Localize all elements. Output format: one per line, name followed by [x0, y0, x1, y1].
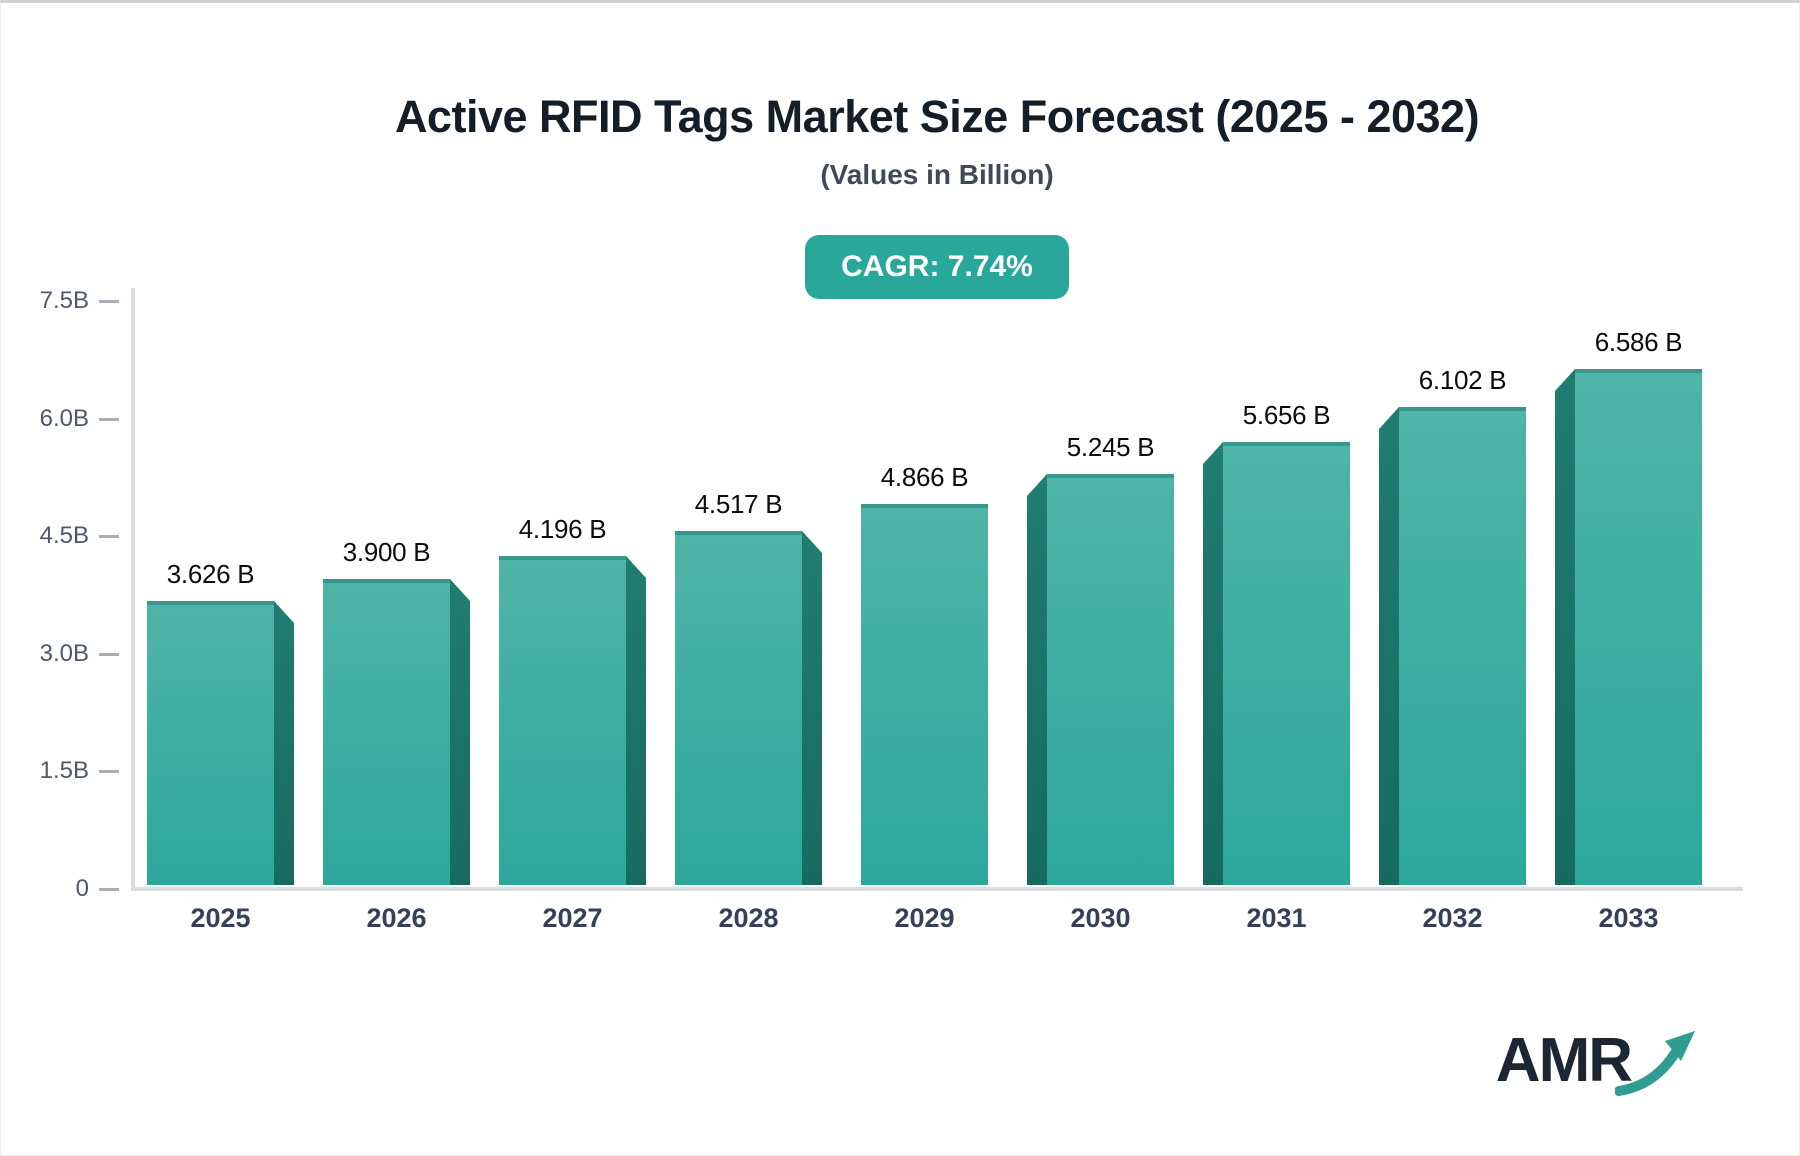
x-axis-year-label: 2028	[718, 903, 779, 933]
bar-value-label: 5.245 B	[1066, 432, 1155, 462]
y-tick-mark	[99, 888, 119, 891]
bar	[499, 556, 646, 885]
y-tick-label: 6.0B	[39, 404, 89, 432]
bar-face	[675, 531, 802, 885]
bar	[147, 601, 294, 885]
x-axis-year-label: 2031	[1246, 903, 1307, 933]
x-axis-year-label: 2027	[542, 903, 603, 933]
bar-group: 6.102 B 2032	[1379, 365, 1526, 933]
bar-group: 5.656 B 2031	[1203, 400, 1350, 933]
bar-value-label: 6.102 B	[1418, 365, 1507, 395]
bar-value-label: 4.866 B	[880, 462, 969, 492]
x-axis-year-label: 2032	[1422, 903, 1483, 933]
brand-logo: AMR	[1496, 1025, 1701, 1099]
cagr-badge: CAGR: 7.74%	[805, 235, 1069, 299]
y-tick-label: 0	[75, 875, 89, 902]
bar-group: 4.196 B 2027	[499, 514, 646, 933]
x-axis-year-label: 2029	[894, 903, 955, 933]
bar-side-face	[626, 556, 646, 885]
bar-side-face	[802, 531, 822, 885]
x-axis-year-label: 2026	[366, 903, 427, 933]
bar	[1379, 407, 1526, 885]
bar	[1555, 369, 1702, 885]
bar-side-face	[1555, 369, 1575, 885]
bar-group: 4.866 B 2029	[851, 462, 998, 933]
bar-series: 3.626 B 2025 3.900 B 2026 4.196 B 2027 4.517 B…	[147, 327, 1702, 933]
bar	[675, 531, 822, 885]
bar-side-face	[274, 601, 294, 885]
bar-side-face	[450, 579, 470, 885]
y-tick-label: 4.5B	[39, 522, 89, 550]
bar-value-label: 3.900 B	[342, 537, 431, 567]
bar-value-label: 4.196 B	[518, 514, 607, 544]
x-axis-year-label: 2030	[1070, 903, 1131, 933]
bar-value-label: 6.586 B	[1594, 327, 1683, 357]
bar-side-face	[1027, 474, 1047, 885]
bar-face	[323, 579, 450, 885]
bar-group: 6.586 B 2033	[1555, 327, 1702, 933]
y-tick-mark	[99, 652, 119, 656]
chart-title: Active RFID Tags Market Size Forecast (2…	[394, 91, 1480, 142]
bar-face	[861, 504, 988, 885]
y-tick-label: 7.5B	[39, 287, 89, 314]
bar-group: 5.245 B 2030	[1027, 432, 1174, 933]
y-tick-mark	[99, 417, 119, 421]
x-axis-line	[131, 887, 1743, 891]
bar-value-label: 3.626 B	[166, 559, 255, 589]
trend-up-arrow-icon	[1615, 1031, 1695, 1096]
y-tick-label: 1.5B	[39, 757, 89, 785]
bar	[1027, 474, 1174, 885]
bar-face	[499, 556, 626, 885]
bar-face	[147, 601, 274, 885]
y-tick-mark	[99, 300, 119, 303]
chart-header: Active RFID Tags Market Size Forecast (2…	[131, 91, 1743, 299]
brand-logo-text: AMR	[1495, 1026, 1633, 1095]
bar-face	[1399, 407, 1526, 885]
chart-subtitle: (Values in Billion)	[820, 159, 1054, 190]
bar	[1203, 442, 1350, 885]
bar	[323, 579, 470, 885]
bar-face	[1575, 369, 1702, 885]
bar-value-label: 5.656 B	[1242, 400, 1331, 430]
x-axis-year-label: 2025	[190, 903, 251, 933]
bar-group: 3.626 B 2025	[147, 559, 294, 933]
x-axis-year-label: 2033	[1598, 903, 1659, 933]
bar-side-face	[1379, 407, 1399, 885]
bar-group: 4.517 B 2028	[675, 489, 822, 933]
bar-value-label: 4.517 B	[694, 489, 783, 519]
bar-side-face	[1203, 442, 1223, 885]
y-tick-mark	[99, 535, 119, 539]
bar-face	[1047, 474, 1174, 885]
bar	[851, 504, 998, 885]
y-axis-line	[131, 288, 135, 889]
y-tick-label: 3.0B	[39, 639, 89, 667]
bar-face	[1223, 442, 1350, 885]
y-tick-mark	[99, 770, 119, 774]
bar-group: 3.900 B 2026	[323, 537, 470, 933]
